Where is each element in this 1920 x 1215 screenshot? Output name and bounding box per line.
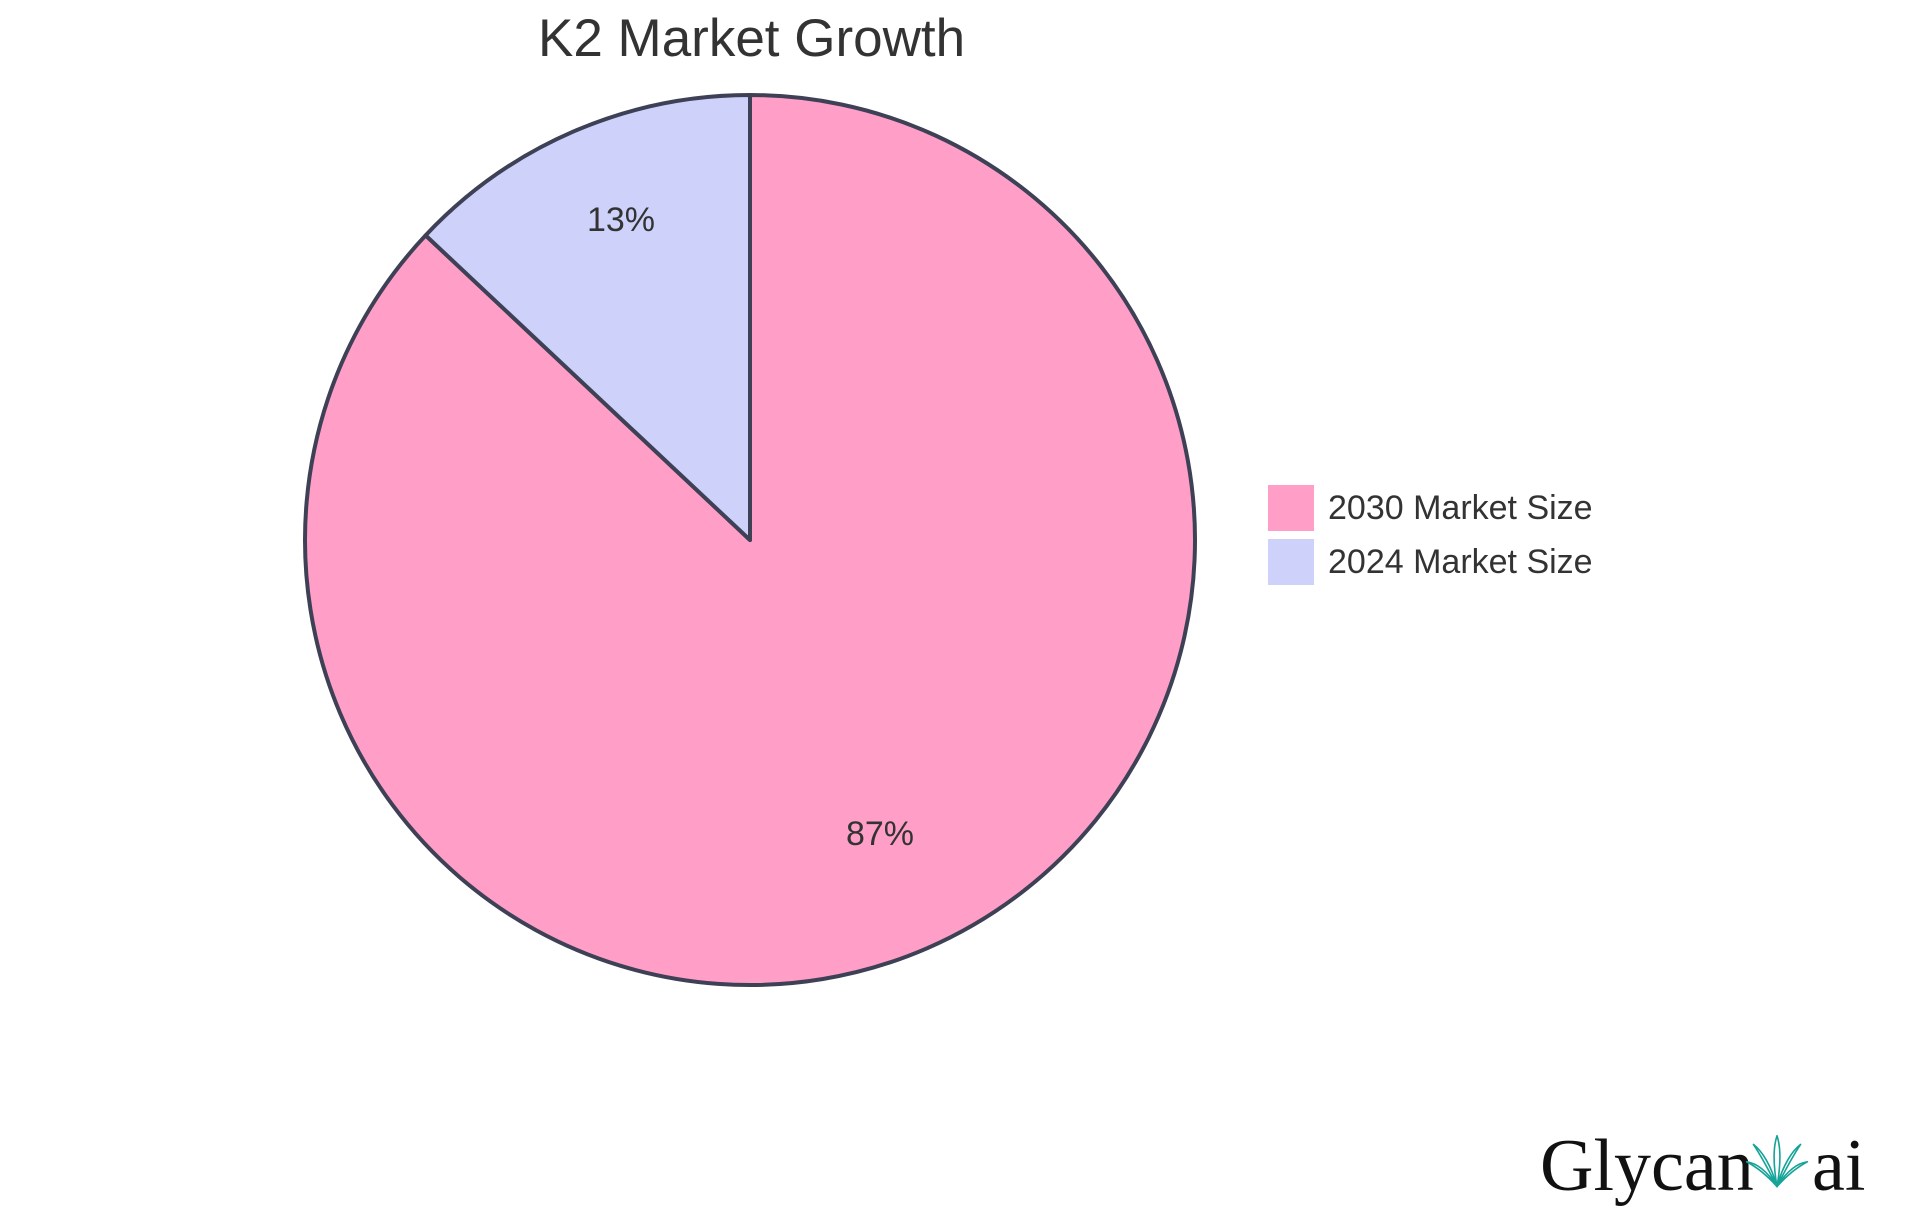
svg-text:ai: ai [1812, 1128, 1865, 1207]
svg-text:Glycan: Glycan [1540, 1128, 1754, 1207]
svg-text:87%: 87% [846, 815, 914, 853]
svg-text:13%: 13% [587, 201, 655, 239]
